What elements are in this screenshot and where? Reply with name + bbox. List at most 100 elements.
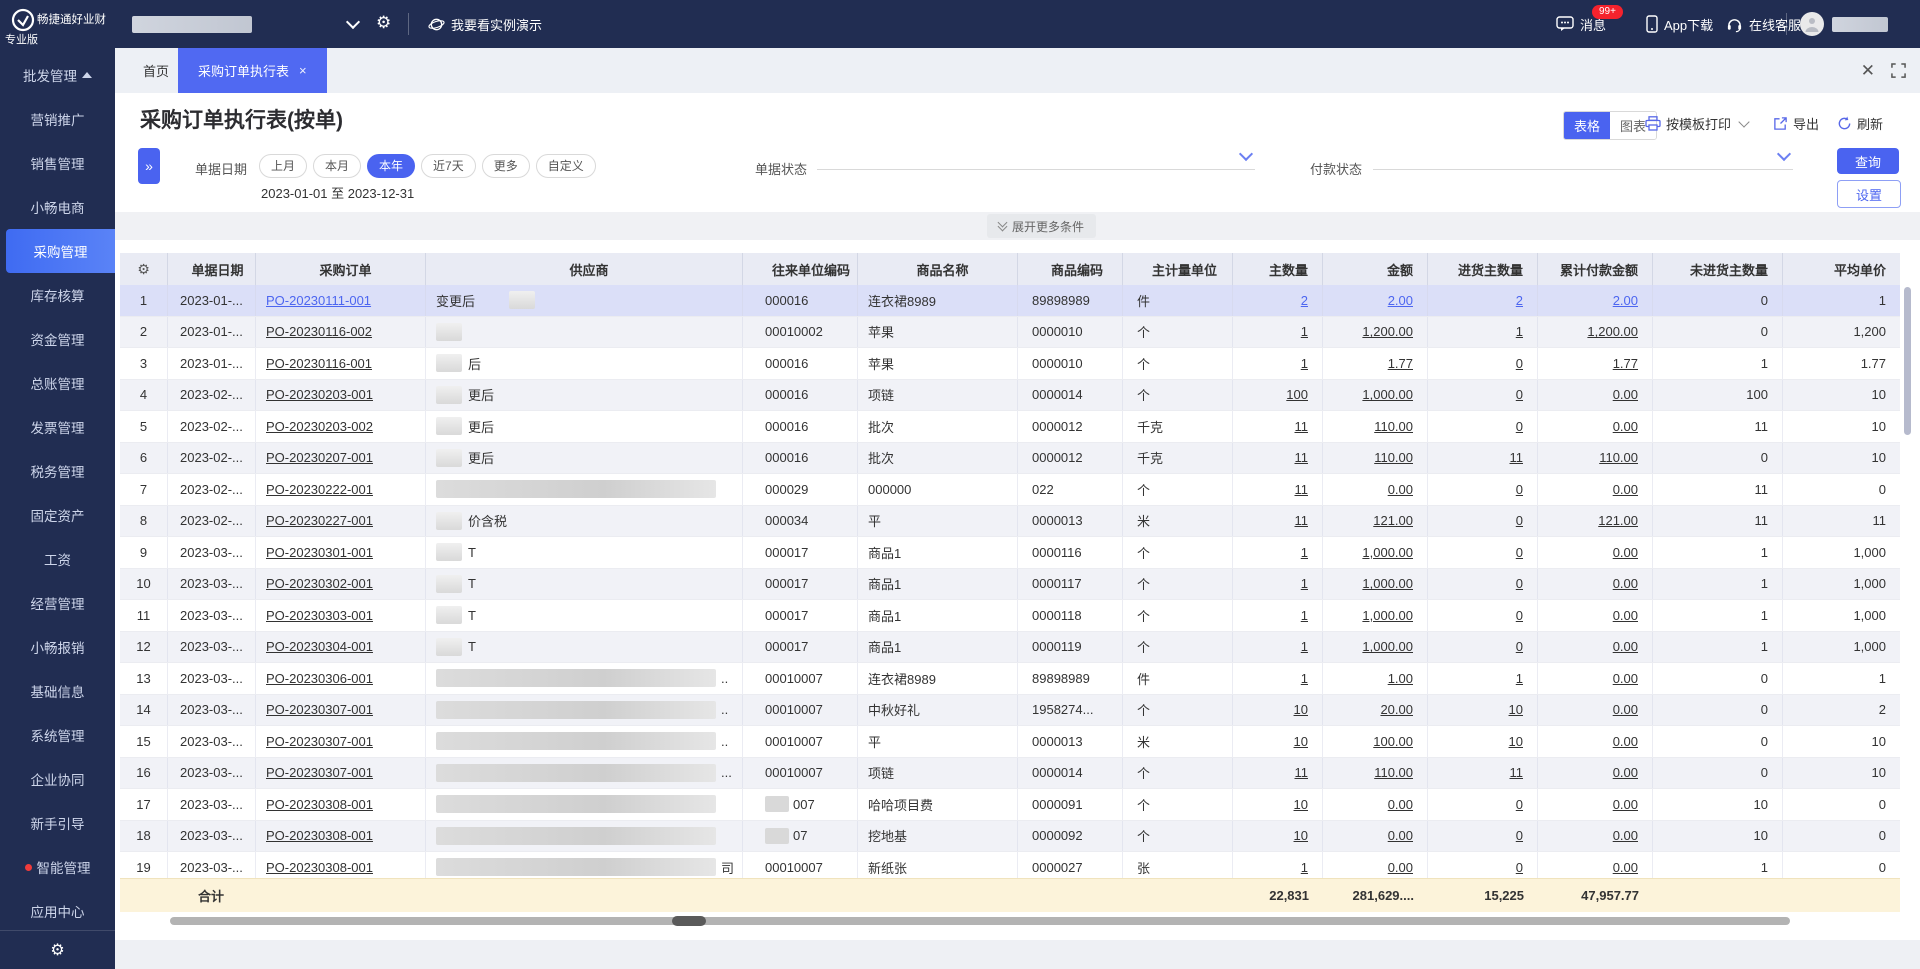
amount-link[interactable]: 110.00 (1374, 418, 1413, 434)
paid-amount-link[interactable]: 0.00 (1612, 576, 1638, 592)
table-row[interactable]: 19 2023-03-... PO-20230308-001 司 00010007 新纸张… (120, 852, 1900, 878)
sidebar-settings-gear-icon[interactable]: ⚙ (0, 930, 115, 969)
export-button[interactable]: 导出 (1773, 114, 1819, 133)
table-row[interactable]: 9 2023-03-... PO-20230301-001 T 000017 商品1 000… (120, 537, 1900, 569)
received-qty-link[interactable]: 0 (1515, 859, 1523, 875)
date-pill-6[interactable]: 自定义 (535, 154, 596, 178)
search-button[interactable]: 查询 (1837, 148, 1899, 174)
col-header-6[interactable]: 商品编码 (1018, 253, 1123, 285)
table-row[interactable]: 5 2023-02-... PO-20230203-002 更后 000016 批次 000… (120, 411, 1900, 443)
filter-collapse-handle[interactable]: » (138, 148, 160, 184)
horizontal-scrollbar[interactable] (120, 916, 1900, 926)
table-row[interactable]: 12 2023-03-... PO-20230304-001 T 000017 商品1 00… (120, 631, 1900, 663)
paid-amount-link[interactable]: 0.00 (1612, 607, 1638, 623)
qty-link[interactable]: 1 (1300, 576, 1308, 592)
paid-amount-link[interactable]: 0.00 (1612, 828, 1638, 844)
sidebar-item-9[interactable]: 发票管理 (0, 405, 115, 449)
paid-amount-link[interactable]: 0.00 (1612, 418, 1638, 434)
paid-amount-link[interactable]: 0.00 (1612, 702, 1638, 718)
paid-amount-link[interactable]: 110.00 (1599, 450, 1638, 466)
col-header-13[interactable]: 平均单价 (1833, 262, 1886, 278)
company-name-redacted[interactable] (132, 16, 252, 33)
po-link[interactable]: PO-20230203-001 (266, 387, 373, 403)
po-link[interactable]: PO-20230307-001 (266, 733, 373, 749)
demo-link[interactable]: 我要看实例演示 (428, 0, 542, 48)
table-row[interactable]: 11 2023-03-... PO-20230303-001 T 000017 商品1 00… (120, 600, 1900, 632)
user-avatar[interactable] (1800, 12, 1824, 36)
po-link[interactable]: PO-20230307-001 (266, 702, 373, 718)
received-qty-link[interactable]: 0 (1515, 796, 1523, 812)
sidebar-item-16[interactable]: 系统管理 (0, 713, 115, 757)
qty-link[interactable]: 1 (1300, 859, 1308, 875)
sidebar-item-17[interactable]: 企业协同 (0, 757, 115, 801)
tab-close-icon[interactable]: × (299, 63, 307, 78)
sidebar-item-8[interactable]: 总账管理 (0, 361, 115, 405)
sidebar-item-19[interactable]: 智能管理 (0, 845, 115, 889)
amount-link[interactable]: 110.00 (1374, 765, 1413, 781)
col-header-1[interactable]: 单据日期 (168, 253, 256, 285)
po-link[interactable]: PO-20230227-001 (266, 513, 373, 529)
sidebar-item-1[interactable]: 批发管理 (0, 53, 115, 97)
po-link[interactable]: PO-20230301-001 (266, 544, 373, 560)
po-link[interactable]: PO-20230308-001 (266, 796, 373, 812)
paid-amount-link[interactable]: 0.00 (1612, 481, 1638, 497)
col-header-12[interactable]: 未进货主数量 (1653, 253, 1783, 285)
table-row[interactable]: 1 2023-01-... PO-20230111-001 变更后 000016 连衣裙8… (120, 285, 1900, 317)
table-settings-gear-icon[interactable]: ⚙ (137, 260, 150, 277)
table-row[interactable]: 6 2023-02-... PO-20230207-001 更后 000016 批次 000… (120, 442, 1900, 474)
payment-select[interactable] (1373, 141, 1793, 170)
received-qty-link[interactable]: 0 (1515, 513, 1523, 529)
online-support-button[interactable]: 在线客服 (1726, 0, 1801, 48)
vertical-scrollbar-thumb[interactable] (1904, 287, 1911, 435)
topbar-gear-icon[interactable]: ⚙ (376, 13, 392, 32)
po-link[interactable]: PO-20230308-001 (266, 828, 373, 844)
qty-link[interactable]: 11 (1294, 481, 1309, 497)
col-header-8[interactable]: 主数量 (1233, 253, 1323, 285)
col-header-7[interactable]: 主计量单位 (1123, 253, 1233, 285)
sidebar-item-11[interactable]: 固定资产 (0, 493, 115, 537)
amount-link[interactable]: 1,000.00 (1362, 387, 1413, 403)
company-chevron-down-icon[interactable] (345, 14, 361, 30)
paid-amount-link[interactable]: 121.00 (1598, 513, 1638, 529)
tab-home[interactable]: 首页 (125, 48, 187, 93)
table-row[interactable]: 3 2023-01-... PO-20230116-001 后 000016 苹果 0000… (120, 348, 1900, 380)
received-qty-link[interactable]: 0 (1515, 481, 1523, 497)
col-header-5[interactable]: 商品名称 (858, 253, 1018, 285)
sidebar-item-3[interactable]: 销售管理 (0, 141, 115, 185)
qty-link[interactable]: 1 (1300, 324, 1308, 340)
qty-link[interactable]: 11 (1294, 765, 1309, 781)
received-qty-link[interactable]: 0 (1515, 639, 1523, 655)
sidebar-item-15[interactable]: 基础信息 (0, 669, 115, 713)
sidebar-item-7[interactable]: 资金管理 (0, 317, 115, 361)
date-pill-4[interactable]: 近7天 (421, 154, 476, 178)
table-row[interactable]: 8 2023-02-... PO-20230227-001 价含税 000034 平 000… (120, 505, 1900, 537)
qty-link[interactable]: 1 (1300, 607, 1308, 623)
date-pill-2[interactable]: 本月 (313, 154, 362, 178)
col-header-2[interactable]: 采购订单 (256, 253, 426, 285)
amount-link[interactable]: 1,000.00 (1362, 544, 1413, 560)
table-row[interactable]: 17 2023-03-... PO-20230308-001 007 哈哈项目费 0000… (120, 789, 1900, 821)
sidebar-item-2[interactable]: 营销推广 (0, 97, 115, 141)
po-link[interactable]: PO-20230303-001 (266, 607, 373, 623)
vertical-scrollbar[interactable] (1904, 285, 1911, 881)
amount-link[interactable]: 1,200.00 (1362, 324, 1413, 340)
fullscreen-icon[interactable] (1891, 63, 1906, 78)
table-row[interactable]: 2 2023-01-... PO-20230116-002 00010002 苹果 000… (120, 316, 1900, 348)
amount-link[interactable]: 110.00 (1374, 450, 1413, 466)
received-qty-link[interactable]: 10 (1508, 702, 1523, 718)
close-icon[interactable]: ✕ (1860, 60, 1875, 80)
qty-link[interactable]: 1 (1300, 355, 1308, 371)
table-row[interactable]: 7 2023-02-... PO-20230222-001 000029 000000 0… (120, 474, 1900, 506)
received-qty-link[interactable]: 1 (1515, 324, 1523, 340)
po-link[interactable]: PO-20230111-001 (266, 292, 372, 308)
po-link[interactable]: PO-20230302-001 (266, 576, 373, 592)
date-pill-5[interactable]: 更多 (481, 154, 530, 178)
paid-amount-link[interactable]: 1,200.00 (1587, 324, 1638, 340)
amount-link[interactable]: 2.00 (1387, 292, 1413, 308)
qty-link[interactable]: 100 (1286, 387, 1308, 403)
col-header-0[interactable]: ⚙ (120, 253, 168, 285)
received-qty-link[interactable]: 11 (1509, 450, 1524, 466)
col-header-3[interactable]: 供应商 (426, 253, 743, 285)
paid-amount-link[interactable]: 1.77 (1612, 355, 1638, 371)
qty-link[interactable]: 1 (1300, 639, 1308, 655)
